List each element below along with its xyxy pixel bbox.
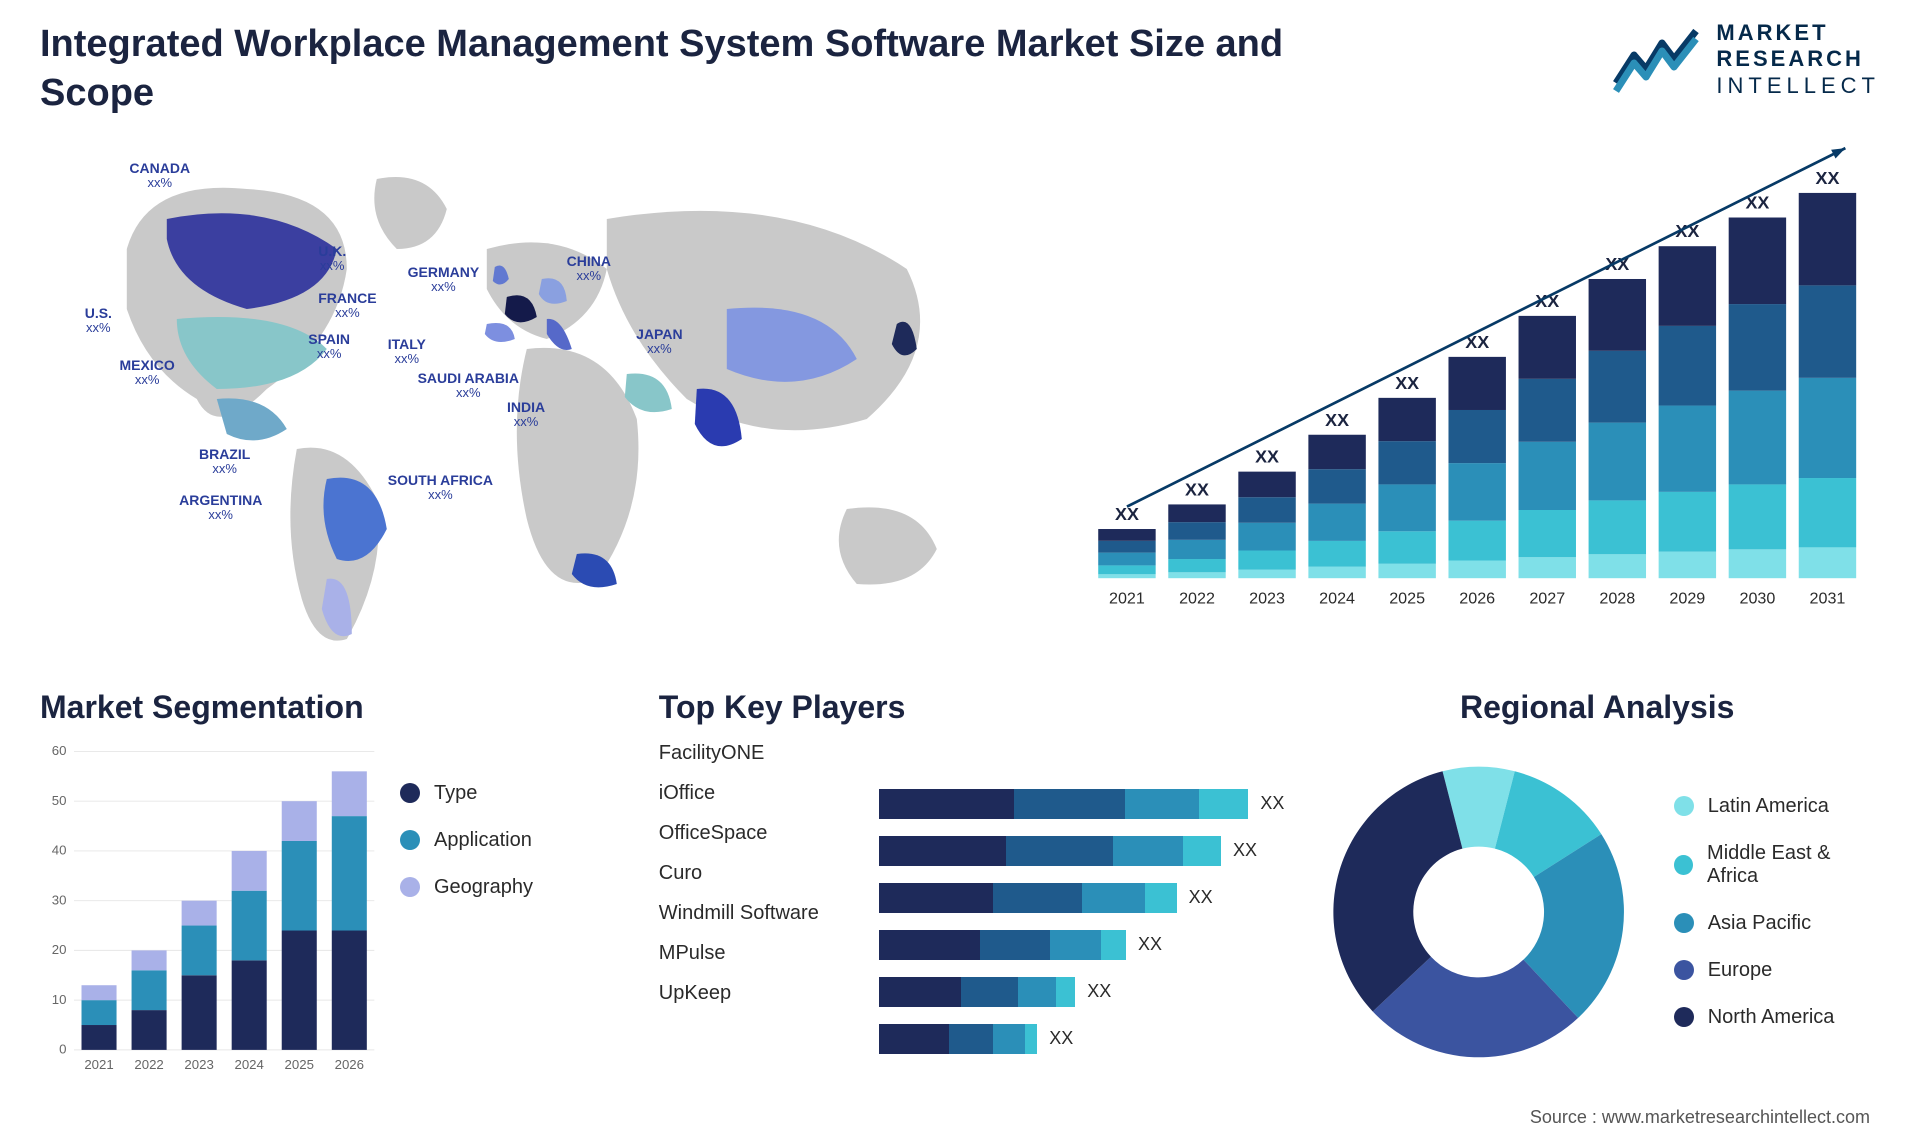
world-map-panel: CANADAxx% U.S.xx% MEXICOxx% BRAZILxx% ARGENT… xyxy=(40,139,1034,659)
svg-text:2022: 2022 xyxy=(1179,589,1215,607)
svg-text:XX: XX xyxy=(1395,373,1419,393)
segmentation-title: Market Segmentation xyxy=(40,689,629,726)
svg-text:XX: XX xyxy=(1185,479,1209,499)
svg-text:60: 60 xyxy=(52,743,67,758)
svg-text:2029: 2029 xyxy=(1669,589,1705,607)
svg-text:XX: XX xyxy=(1115,504,1139,524)
key-player-bar: XX xyxy=(879,789,1285,819)
legend-item: Type xyxy=(400,782,533,805)
legend-item: Latin America xyxy=(1674,795,1880,818)
map-label-japan: JAPANxx% xyxy=(636,326,682,357)
svg-text:2024: 2024 xyxy=(1319,589,1355,607)
map-label-brazil: BRAZILxx% xyxy=(199,446,250,477)
map-label-saudi-arabia: SAUDI ARABIAxx% xyxy=(418,370,519,401)
growth-chart-panel: XX2021XX2022XX2023XX2024XX2025XX2026XX20… xyxy=(1074,139,1880,659)
key-player-label: FacilityONE xyxy=(659,742,859,765)
regional-panel: Regional Analysis Latin America Middle Ea… xyxy=(1314,689,1880,1119)
segmentation-chart: 0 10 20 30 40 50 60 2021 2022 2023 2024 2025 2026 xyxy=(40,742,380,1082)
svg-text:2027: 2027 xyxy=(1529,589,1565,607)
svg-text:2025: 2025 xyxy=(1389,589,1425,607)
map-label-u-s-: U.S.xx% xyxy=(85,305,112,336)
key-players-labels: FacilityONE iOffice OfficeSpace Curo Windmil… xyxy=(659,742,859,1054)
map-label-france: FRANCExx% xyxy=(318,290,376,321)
brand-logo: MARKET RESEARCH INTELLECT xyxy=(1612,20,1880,99)
key-player-bar: XX xyxy=(879,930,1285,960)
legend-item: Geography xyxy=(400,876,533,899)
row-2: Market Segmentation 0 10 20 30 40 50 60 2021 202… xyxy=(40,689,1880,1119)
svg-text:0: 0 xyxy=(59,1041,66,1056)
map-label-canada: CANADAxx% xyxy=(129,160,190,191)
map-label-italy: ITALYxx% xyxy=(388,336,426,367)
key-player-label: OfficeSpace xyxy=(659,822,859,845)
regional-legend: Latin America Middle East & Africa Asia Pa… xyxy=(1674,795,1880,1029)
regional-title: Regional Analysis xyxy=(1314,689,1880,726)
svg-text:2030: 2030 xyxy=(1739,589,1775,607)
key-player-bar: XX xyxy=(879,1024,1285,1054)
svg-text:40: 40 xyxy=(52,842,67,857)
svg-text:XX: XX xyxy=(1815,168,1839,188)
regional-donut-chart xyxy=(1314,742,1643,1082)
map-label-argentina: ARGENTINAxx% xyxy=(179,492,262,523)
key-player-label: UpKeep xyxy=(659,982,859,1005)
legend-item: Europe xyxy=(1674,959,1880,982)
map-label-india: INDIAxx% xyxy=(507,399,545,430)
svg-text:2025: 2025 xyxy=(285,1057,314,1072)
key-player-label: Curo xyxy=(659,862,859,885)
svg-text:2024: 2024 xyxy=(234,1057,263,1072)
svg-text:2026: 2026 xyxy=(335,1057,364,1072)
svg-text:50: 50 xyxy=(52,793,67,808)
key-player-label: Windmill Software xyxy=(659,902,859,925)
key-players-title: Top Key Players xyxy=(659,689,1285,726)
row-1: CANADAxx% U.S.xx% MEXICOxx% BRAZILxx% ARGENT… xyxy=(40,139,1880,659)
map-label-u-k-: U.K.xx% xyxy=(318,243,346,274)
key-player-label: iOffice xyxy=(659,782,859,805)
svg-text:2021: 2021 xyxy=(84,1057,113,1072)
svg-text:XX: XX xyxy=(1255,446,1279,466)
svg-text:2023: 2023 xyxy=(1249,589,1285,607)
map-label-china: CHINAxx% xyxy=(567,253,611,284)
logo-icon xyxy=(1612,25,1702,95)
page-title: Integrated Workplace Management System S… xyxy=(40,20,1340,119)
svg-text:2023: 2023 xyxy=(184,1057,213,1072)
svg-text:2026: 2026 xyxy=(1459,589,1495,607)
legend-item: Middle East & Africa xyxy=(1674,842,1880,888)
map-label-spain: SPAINxx% xyxy=(308,331,350,362)
svg-text:2021: 2021 xyxy=(1109,589,1145,607)
svg-text:20: 20 xyxy=(52,942,67,957)
source-label: Source : www.marketresearchintellect.com xyxy=(1530,1107,1870,1128)
svg-text:2031: 2031 xyxy=(1809,589,1845,607)
key-players-panel: Top Key Players FacilityONE iOffice Office… xyxy=(659,689,1285,1119)
key-player-bar: XX xyxy=(879,883,1285,913)
legend-item: North America xyxy=(1674,1006,1880,1029)
map-label-south-africa: SOUTH AFRICAxx% xyxy=(388,472,493,503)
key-player-label: MPulse xyxy=(659,942,859,965)
key-player-bar: XX xyxy=(879,836,1285,866)
header: Integrated Workplace Management System S… xyxy=(40,20,1880,119)
logo-text: MARKET RESEARCH INTELLECT xyxy=(1716,20,1880,99)
svg-text:10: 10 xyxy=(52,992,67,1007)
legend-item: Application xyxy=(400,829,533,852)
key-players-bars: XX XX XX XX XX XX xyxy=(879,742,1285,1054)
svg-text:2022: 2022 xyxy=(134,1057,163,1072)
segmentation-panel: Market Segmentation 0 10 20 30 40 50 60 2021 202… xyxy=(40,689,629,1119)
map-label-germany: GERMANYxx% xyxy=(408,264,480,295)
growth-stacked-bar-chart: XX2021XX2022XX2023XX2024XX2025XX2026XX20… xyxy=(1074,139,1880,659)
svg-text:2028: 2028 xyxy=(1599,589,1635,607)
legend-item: Asia Pacific xyxy=(1674,912,1880,935)
segmentation-legend: Type Application Geography xyxy=(400,742,533,899)
key-player-bar: XX xyxy=(879,977,1285,1007)
svg-text:XX: XX xyxy=(1325,410,1349,430)
map-label-mexico: MEXICOxx% xyxy=(119,357,174,388)
svg-text:30: 30 xyxy=(52,892,67,907)
